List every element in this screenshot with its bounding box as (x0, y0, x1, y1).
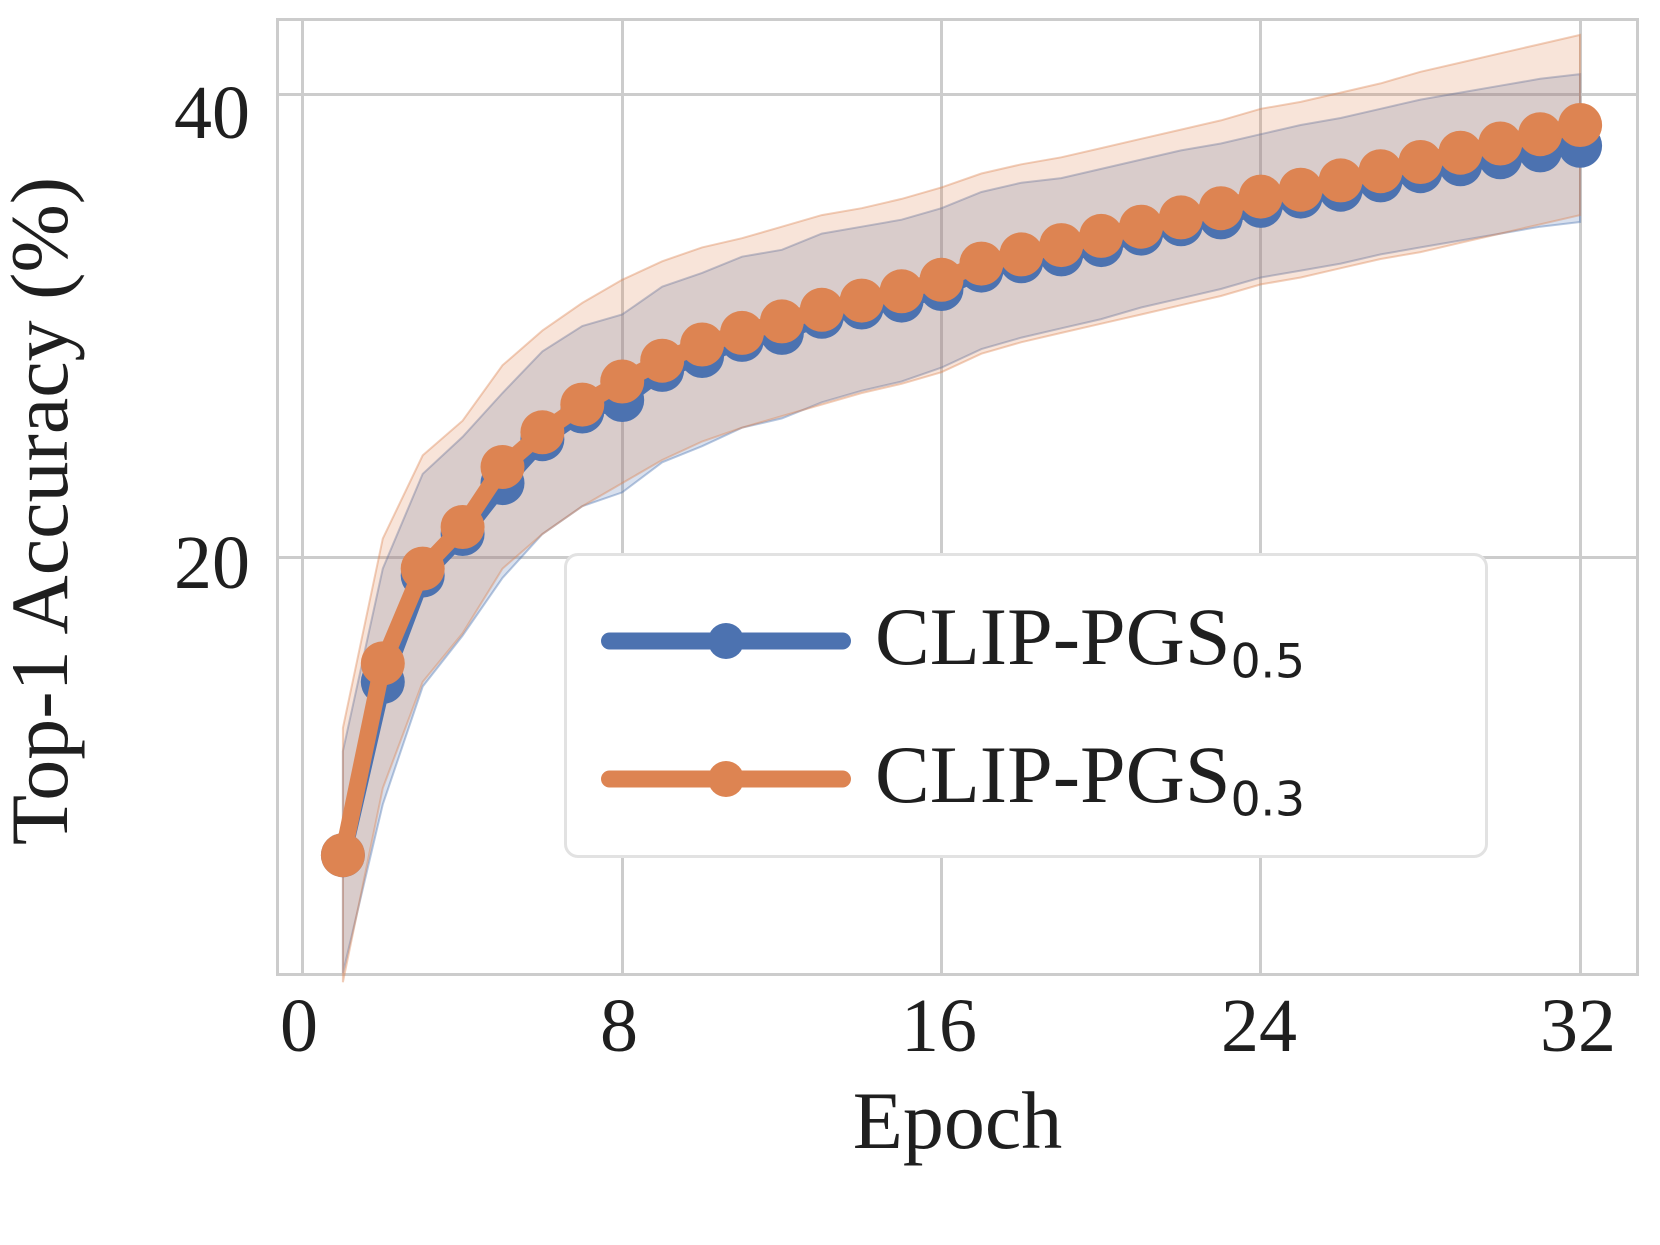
gridline-y-40 (279, 93, 1636, 97)
legend-label-clip-pgs-05: CLIP-PGS0.5 (875, 591, 1305, 690)
data-point (600, 359, 645, 404)
data-point (799, 287, 844, 332)
x-tick-label-8: 8 (600, 984, 638, 1068)
data-point (959, 241, 1004, 286)
data-point (759, 299, 804, 344)
data-point (999, 232, 1044, 277)
gridline-x-32 (1578, 21, 1582, 973)
data-point (480, 445, 525, 489)
data-point (400, 546, 445, 591)
data-point (680, 322, 725, 367)
data-point (1478, 121, 1523, 166)
gridline-x-0 (301, 21, 305, 973)
gridline-x-8 (620, 21, 624, 973)
data-point (879, 269, 924, 314)
legend-label-clip-pgs-03: CLIP-PGS0.3 (875, 729, 1305, 828)
data-point (919, 257, 964, 302)
chart-canvas (320, 33, 1603, 983)
data-point (1159, 195, 1203, 240)
gridline-x-24 (1259, 21, 1263, 973)
data-point (1358, 149, 1403, 194)
data-point (1558, 103, 1603, 147)
data-point (1438, 130, 1483, 175)
data-point (520, 410, 565, 455)
data-point (1119, 204, 1164, 249)
data-point (440, 505, 485, 549)
data-point (720, 310, 764, 355)
x-tick-label-32: 32 (1540, 984, 1616, 1068)
legend-swatch-blue (601, 621, 851, 661)
legend[interactable]: CLIP-PGS0.5 CLIP-PGS0.3 (564, 553, 1488, 858)
data-point (640, 338, 685, 383)
x-axis-label: Epoch (852, 1075, 1063, 1166)
data-point (1238, 174, 1283, 219)
data-point (1318, 158, 1363, 203)
y-tick-label-40: 40 (174, 71, 250, 155)
data-point (1039, 223, 1084, 268)
confidence-band-1 (341, 33, 1582, 983)
data-point (360, 641, 405, 686)
data-point (1398, 140, 1443, 184)
legend-entry-clip-pgs-05[interactable]: CLIP-PGS0.5 (567, 576, 1485, 706)
y-axis-label: Top-1 Accuracy (%) (0, 176, 85, 846)
data-point (1278, 167, 1323, 212)
data-point (1079, 213, 1124, 258)
data-point (320, 833, 365, 878)
legend-entry-clip-pgs-03[interactable]: CLIP-PGS0.3 (567, 714, 1485, 844)
legend-swatch-orange (601, 759, 851, 799)
confidence-band-0 (341, 72, 1582, 974)
gridline-x-16 (940, 21, 944, 973)
x-tick-label-24: 24 (1221, 984, 1297, 1068)
data-point (1198, 186, 1243, 231)
data-point (560, 382, 605, 427)
y-tick-label-20: 20 (174, 521, 250, 605)
x-tick-label-0: 0 (280, 984, 318, 1068)
x-tick-label-16: 16 (901, 984, 977, 1068)
data-point (839, 278, 884, 323)
data-point (1518, 112, 1563, 157)
